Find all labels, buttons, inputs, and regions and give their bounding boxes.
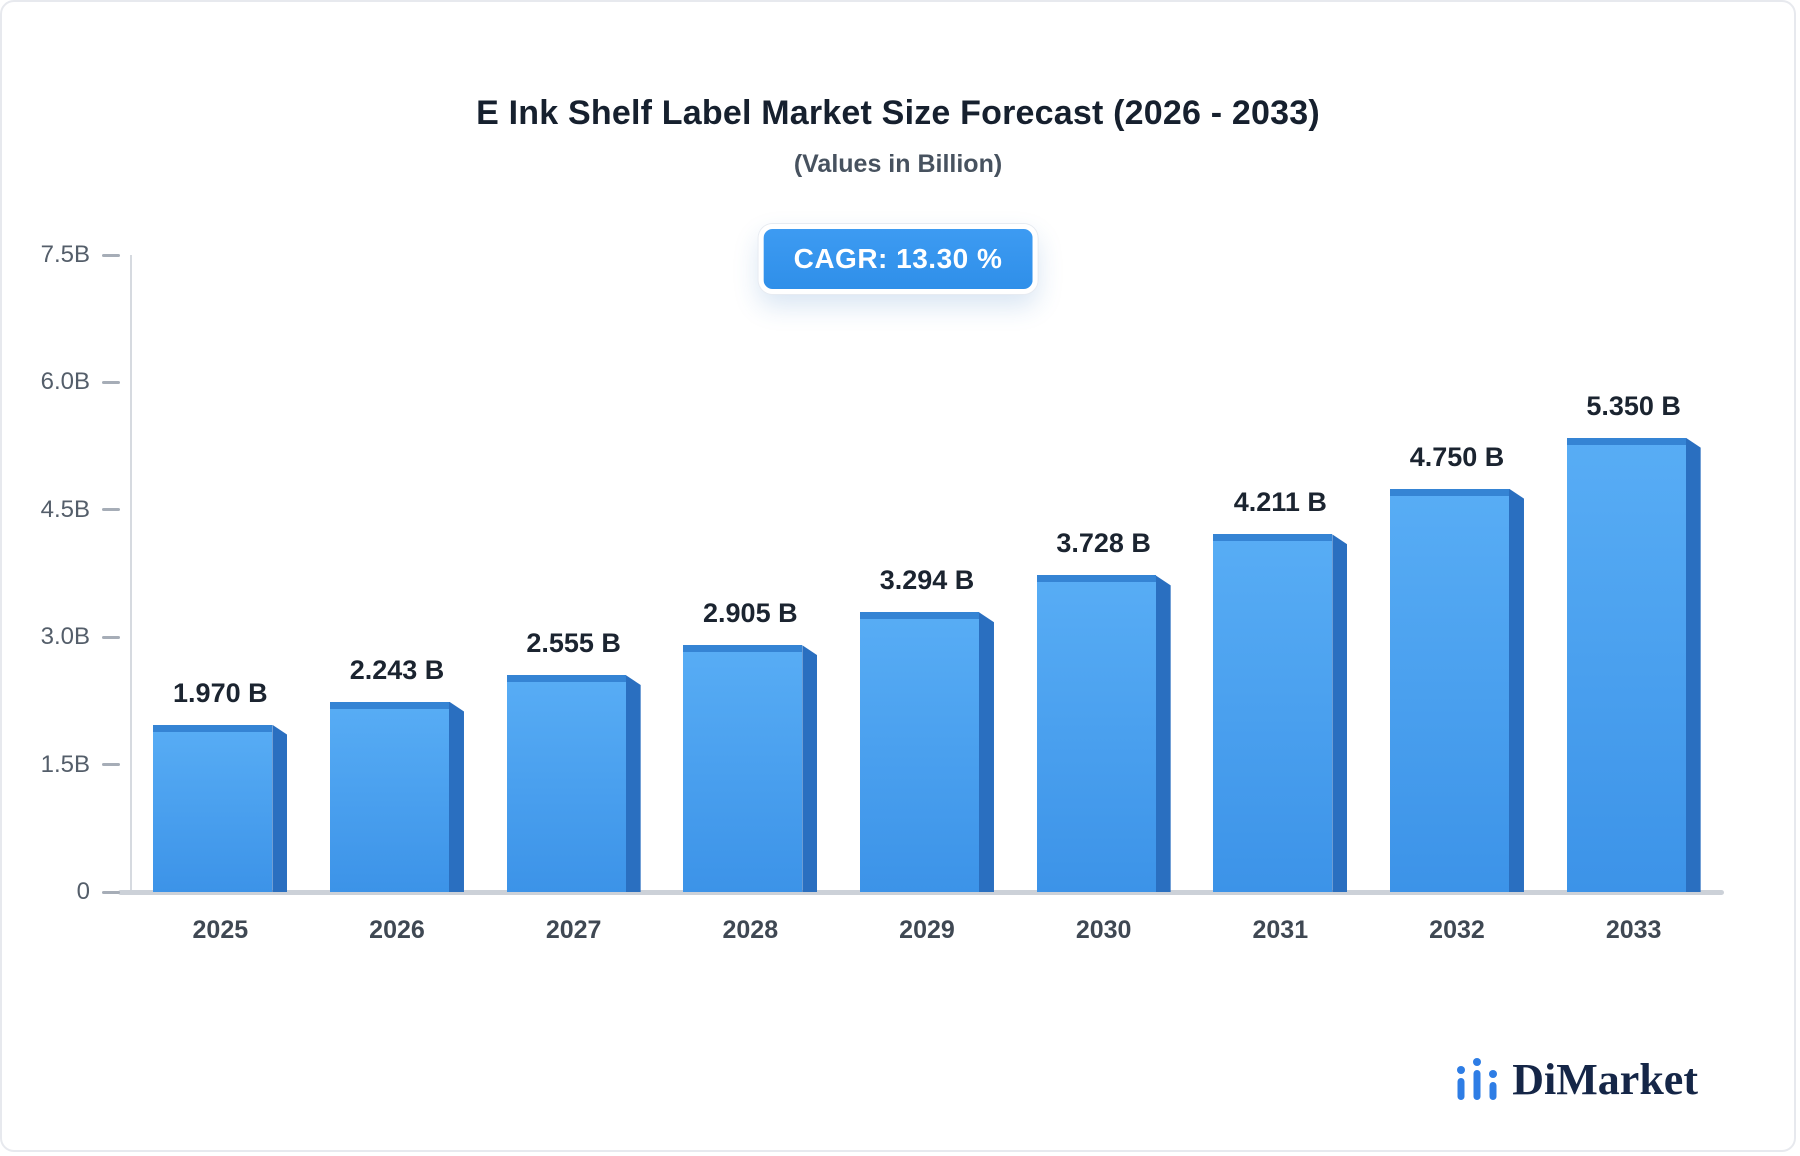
bar-2030	[1036, 575, 1171, 892]
bar-2025	[153, 724, 288, 892]
bar-slot-2031: 4.211 B 2031	[1192, 255, 1369, 944]
bar-value-label: 4.750 B	[1409, 441, 1505, 472]
bar-front-face	[683, 645, 803, 892]
y-tick-6.0B: 6.0B	[28, 368, 132, 396]
y-tick-mark	[102, 635, 120, 639]
y-tick-0: 0	[28, 878, 132, 906]
bar-2028	[683, 645, 818, 892]
y-tick-label: 0	[76, 878, 90, 905]
bar-slot-2027: 2.555 B 2027	[485, 255, 662, 944]
bar-front-face	[1566, 437, 1686, 892]
bar-front-face	[1389, 488, 1509, 892]
y-tick-label: 4.5B	[40, 495, 90, 523]
x-axis-line	[118, 890, 1724, 895]
bar-side-face	[1155, 575, 1171, 892]
y-tick-7.5B: 7.5B	[28, 241, 132, 269]
x-axis-label-2026: 2026	[369, 916, 425, 944]
bar-front-face	[1036, 575, 1156, 892]
bar-side-face	[625, 675, 641, 892]
bar-side-face	[1332, 534, 1348, 892]
y-tick-label: 6.0B	[40, 368, 90, 396]
y-tick-label: 1.5B	[40, 750, 90, 778]
y-tick-mark	[102, 890, 120, 894]
x-axis-label-2025: 2025	[192, 916, 249, 944]
bar-slot-2030: 3.728 B 2030	[1015, 255, 1192, 944]
bar-value-label: 2.905 B	[703, 598, 798, 629]
bar-slot-2025: 1.970 B 2025	[132, 255, 309, 944]
y-tick-3.0B: 3.0B	[28, 623, 132, 651]
chart-subtitle: (Values in Billion)	[793, 150, 1003, 178]
y-tick-mark	[102, 380, 120, 384]
bar-slot-2028: 2.905 B 2028	[662, 255, 839, 944]
bar-slot-2026: 2.243 B 2026	[309, 255, 486, 944]
bar-side-face	[802, 645, 818, 892]
bar-side-face	[272, 724, 288, 892]
cagr-badge: CAGR: 13.30 %	[758, 224, 1038, 294]
y-tick-label: 7.5B	[40, 241, 90, 268]
bar-value-label: 4.211 B	[1233, 487, 1327, 518]
y-tick-label: 3.0B	[40, 623, 90, 651]
bar-value-label: 3.294 B	[879, 565, 975, 596]
bar-side-face	[1508, 488, 1524, 892]
x-axis-label-2031: 2031	[1252, 916, 1309, 944]
bar-2031	[1213, 534, 1348, 892]
bar-front-face	[506, 675, 626, 892]
y-tick-1.5B: 1.5B	[28, 751, 132, 779]
x-axis-label-2030: 2030	[1075, 916, 1132, 944]
x-axis-label-2033: 2033	[1605, 916, 1662, 944]
y-tick-mark	[102, 508, 120, 512]
bar-side-face	[1685, 437, 1701, 892]
bar-slot-2032: 4.750 B 2032	[1369, 255, 1546, 944]
bar-value-label: 2.243 B	[349, 654, 445, 685]
y-tick-4.5B: 4.5B	[28, 496, 132, 524]
brand-name: DiMarket	[1512, 1055, 1698, 1104]
x-axis-label-2027: 2027	[545, 916, 602, 944]
bar-front-face	[1213, 534, 1333, 892]
bar-front-face	[153, 724, 273, 892]
x-axis-label-2028: 2028	[722, 916, 779, 944]
y-tick-mark	[102, 763, 120, 767]
x-axis-label-2032: 2032	[1429, 916, 1485, 944]
bar-side-face	[978, 612, 994, 892]
dimarket-icon	[1457, 1058, 1498, 1100]
bar-value-label: 5.350 B	[1586, 390, 1681, 421]
y-axis-line	[130, 255, 132, 892]
y-tick-mark	[102, 253, 120, 257]
bar-value-label: 1.970 B	[173, 677, 268, 708]
bar-2027	[506, 675, 641, 892]
plot-area: 0 1.5B 3.0B 4.5B 6.0B 7.5B 1.970 B 2025 2.243 B…	[41, 241, 1724, 944]
bar-front-face	[329, 701, 449, 892]
bar-side-face	[448, 701, 464, 892]
bar-value-label: 3.728 B	[1056, 528, 1151, 559]
bar-2026	[329, 701, 464, 892]
chart-title: E Ink Shelf Label Market Size Forecast (…	[476, 94, 1320, 132]
bar-2033	[1566, 437, 1701, 892]
bar-front-face	[859, 612, 979, 892]
bar-slot-2029: 3.294 B 2029	[839, 255, 1016, 944]
bar-value-label: 2.555 B	[526, 628, 621, 658]
x-axis-label-2029: 2029	[899, 916, 955, 944]
bar-2029	[859, 612, 994, 892]
brand-logo: DiMarket	[1454, 1058, 1698, 1102]
bar-2032	[1389, 488, 1524, 892]
bar-slot-2033: 5.350 B 2033	[1545, 255, 1722, 944]
